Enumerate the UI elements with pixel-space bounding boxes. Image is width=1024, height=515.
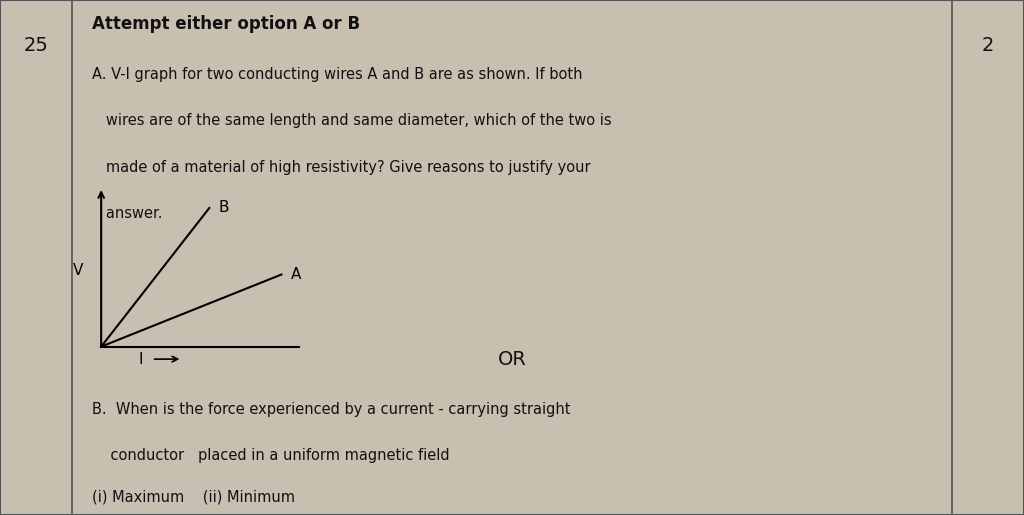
Text: I: I	[138, 352, 143, 367]
Text: conductor   placed in a uniform magnetic field: conductor placed in a uniform magnetic f…	[92, 448, 450, 463]
Text: B: B	[218, 200, 228, 215]
Text: Attempt either option A or B: Attempt either option A or B	[92, 15, 360, 33]
Text: A. V-I graph for two conducting wires A and B are as shown. If both: A. V-I graph for two conducting wires A …	[92, 67, 583, 82]
Text: 25: 25	[24, 36, 48, 55]
Text: V: V	[73, 263, 83, 278]
Text: made of a material of high resistivity? Give reasons to justify your: made of a material of high resistivity? …	[92, 160, 591, 175]
Text: OR: OR	[498, 350, 526, 369]
Text: B.  When is the force experienced by a current - carrying straight: B. When is the force experienced by a cu…	[92, 402, 570, 417]
Text: A: A	[291, 267, 301, 282]
Text: (i) Maximum    (ii) Minimum: (i) Maximum (ii) Minimum	[92, 489, 295, 504]
Text: answer.: answer.	[92, 206, 163, 221]
Text: wires are of the same length and same diameter, which of the two is: wires are of the same length and same di…	[92, 113, 611, 128]
Text: 2: 2	[982, 36, 994, 55]
